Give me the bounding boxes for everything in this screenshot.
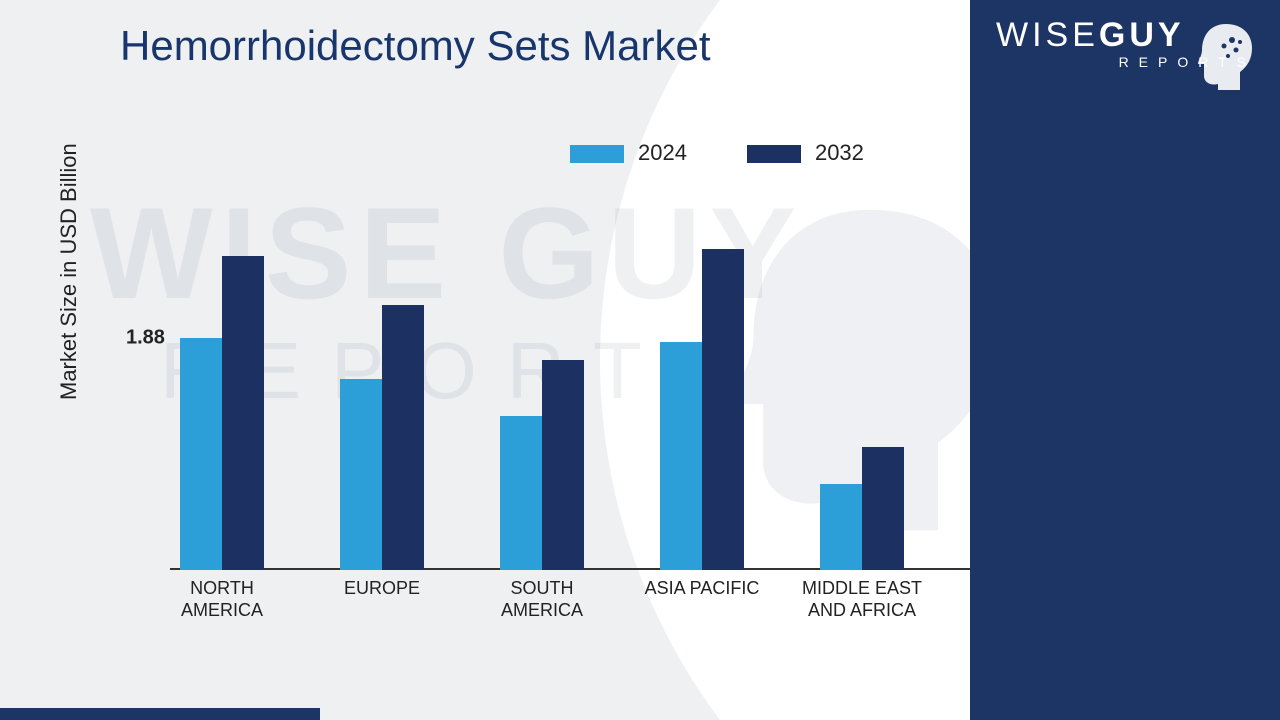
canvas: WISEGUY REPORTS Hemorrhoidectomy Sets Ma… bbox=[0, 0, 1280, 720]
y-axis-label: Market Size in USD Billion bbox=[56, 143, 82, 400]
legend-label-2032: 2032 bbox=[815, 140, 864, 165]
bar-2032 bbox=[702, 249, 744, 570]
bar-2024 bbox=[820, 484, 862, 570]
bar-2024 bbox=[340, 379, 382, 570]
brand-logo: WISEGUY REPORTS bbox=[996, 18, 1256, 70]
head-icon bbox=[1196, 22, 1256, 92]
x-category-label: SOUTH AMERICA bbox=[472, 578, 612, 621]
legend-label-2024: 2024 bbox=[638, 140, 687, 165]
legend-item-2032: 2032 bbox=[747, 140, 864, 166]
x-category-label: EUROPE bbox=[312, 578, 452, 600]
brand-word-1: WISE bbox=[996, 16, 1099, 54]
bar-2032 bbox=[862, 447, 904, 570]
bar-2024 bbox=[660, 342, 702, 570]
legend-swatch-2032 bbox=[747, 145, 801, 163]
legend-item-2024: 2024 bbox=[570, 140, 687, 166]
x-category-label: NORTH AMERICA bbox=[152, 578, 292, 621]
x-category-label: ASIA PACIFIC bbox=[632, 578, 772, 600]
x-category-label: MIDDLE EAST AND AFRICA bbox=[792, 578, 932, 621]
bar-2024 bbox=[500, 416, 542, 570]
legend: 2024 2032 bbox=[570, 140, 864, 166]
footer-accent-bar bbox=[0, 708, 320, 720]
y-tick-label: 1.88 bbox=[126, 327, 165, 350]
bar-2032 bbox=[222, 256, 264, 571]
chart-title: Hemorrhoidectomy Sets Market bbox=[120, 22, 711, 70]
bar-2032 bbox=[382, 305, 424, 570]
bar-2024 bbox=[180, 338, 222, 570]
bar-2032 bbox=[542, 360, 584, 570]
plot-region bbox=[170, 200, 970, 570]
chart-area: Market Size in USD Billion 1.88 2024 203… bbox=[70, 140, 970, 680]
brand-word-2: GUY bbox=[1099, 16, 1185, 54]
legend-swatch-2024 bbox=[570, 145, 624, 163]
